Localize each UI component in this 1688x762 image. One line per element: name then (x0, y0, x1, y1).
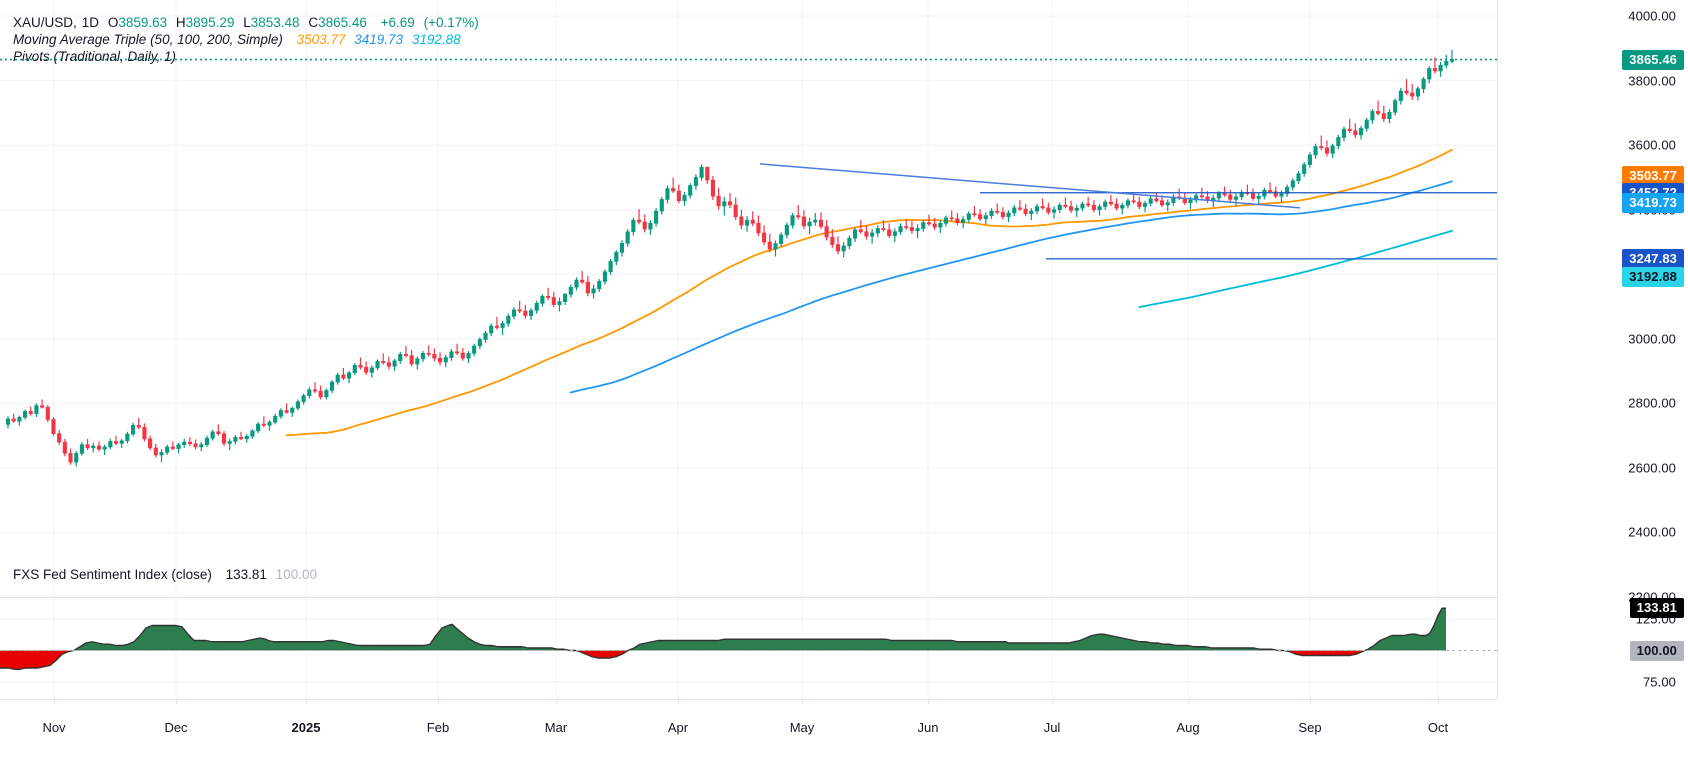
sma-100 (569, 180, 1453, 394)
indicator-baseline-value: 100.00 (275, 567, 317, 582)
time-axis-label: Jun (917, 720, 939, 735)
indicator-value: 133.81 (225, 567, 267, 582)
time-axis[interactable]: Nov Dec 2025 Feb Mar Apr May Jun Jul Aug Sep Oct (0, 699, 1497, 762)
legend-change-percent: (+0.17%) (423, 15, 479, 30)
price-tick-label: 3000.00 (1628, 331, 1676, 347)
time-tick-mark (438, 699, 439, 704)
legend-symbol: XAU/USD (13, 15, 74, 30)
time-tick-mark (176, 699, 177, 704)
indicator-legend[interactable]: FXS Fed Sentiment Index (close) 133.81 1… (13, 566, 317, 583)
sentiment-area-series (0, 608, 1446, 670)
sentiment-area (628, 634, 1284, 651)
price-grid (0, 0, 1497, 598)
time-tick-mark (1052, 699, 1053, 704)
ma50-badge[interactable]: 3503.77 (1622, 166, 1684, 187)
time-tick-mark (306, 699, 307, 704)
sentiment-line (0, 607, 1446, 670)
legend-symbol-row[interactable]: XAU/USD, 1D O3859.63 H3895.29 L3853.48 C3… (13, 15, 479, 30)
pane-separator[interactable] (0, 597, 1497, 598)
price-tick-label: 2800.00 (1628, 395, 1676, 411)
legend-ma100-value: 3419.73 (354, 32, 404, 47)
legend-pivots-title: Pivots (Traditional, Daily, 1) (13, 49, 177, 64)
legend-open-label: O (107, 15, 119, 30)
time-tick-mark (928, 699, 929, 704)
legend-open-value: 3859.63 (118, 15, 168, 30)
time-axis-label: Mar (544, 720, 568, 735)
sma-200 (1138, 229, 1453, 308)
ma100-badge[interactable]: 3419.73 (1622, 193, 1684, 214)
sentiment-area (1365, 608, 1446, 651)
legend-ma200-value: 3192.88 (411, 32, 461, 47)
price-tick-label: 2600.00 (1628, 460, 1676, 476)
legend-low-label: L (243, 15, 251, 30)
price-tick-label: 2400.00 (1628, 524, 1676, 540)
legend-change: +6.69 (380, 15, 415, 30)
price-axis[interactable]: 4000.003800.003600.003400.003200.003000.… (1497, 0, 1688, 699)
time-axis-label: May (789, 720, 815, 735)
pivot-s-badge[interactable]: 3247.83 (1622, 248, 1684, 269)
candlestick-series (5, 49, 1455, 467)
time-axis-label: Feb (426, 720, 450, 735)
time-axis-label: Jul (1043, 720, 1061, 735)
time-tick-mark (1188, 699, 1189, 704)
sentiment-area (0, 650, 74, 670)
indicator-legend-row[interactable]: FXS Fed Sentiment Index (close) 133.81 1… (13, 566, 317, 583)
indicator-canvas (0, 598, 1497, 698)
time-axis-label: Apr (667, 720, 689, 735)
price-tick-label: 3800.00 (1628, 73, 1676, 89)
trend-line (759, 163, 1301, 209)
legend-low-value: 3853.48 (250, 15, 300, 30)
sentiment-area (74, 624, 576, 651)
time-axis-label: 2025 (291, 720, 321, 735)
legend-pivots-row[interactable]: Pivots (Traditional, Daily, 1) (13, 48, 479, 65)
price-chart-pane[interactable] (0, 0, 1497, 598)
sentiment-area (576, 650, 628, 658)
time-tick-mark (54, 699, 55, 704)
last-price-badge[interactable]: 3865.46 (1622, 49, 1684, 70)
legend-ma50-value: 3503.77 (296, 32, 346, 47)
axis-divider (1497, 0, 1498, 762)
time-axis-label: Nov (42, 720, 66, 735)
time-tick-mark (1438, 699, 1439, 704)
time-axis-label: Dec (164, 720, 188, 735)
legend-close-value: 3865.46 (318, 15, 367, 30)
ma200-badge[interactable]: 3192.88 (1622, 266, 1684, 287)
time-tick-mark (556, 699, 557, 704)
chart-annotations (0, 58, 1497, 260)
indicator-value-badge[interactable]: 133.81 (1629, 598, 1684, 619)
legend-ma-row[interactable]: Moving Average Triple (50, 100, 200, Sim… (13, 31, 479, 48)
time-axis-label: Oct (1427, 720, 1449, 735)
legend-high-label: H (175, 15, 186, 30)
time-axis-line (0, 699, 1497, 700)
indicator-tick-label: 75.00 (1642, 674, 1676, 690)
time-tick-mark (802, 699, 803, 704)
sentiment-area (1284, 650, 1365, 656)
indicator-pane[interactable] (0, 598, 1497, 698)
price-chart-canvas (0, 0, 1497, 598)
indicator-baseline-badge[interactable]: 100.00 (1629, 640, 1684, 661)
time-axis-label: Aug (1176, 720, 1200, 735)
price-tick-label: 3600.00 (1628, 137, 1676, 153)
legend-ma-title: Moving Average Triple (50, 100, 200, Sim… (13, 32, 283, 47)
legend-interval: 1D (81, 15, 100, 30)
price-tick-label: 4000.00 (1628, 8, 1676, 24)
legend-close-label: C (308, 15, 319, 30)
indicator-title: FXS Fed Sentiment Index (close) (13, 567, 212, 582)
chart-legend: XAU/USD, 1D O3859.63 H3895.29 L3853.48 C3… (13, 14, 479, 65)
time-tick-mark (1310, 699, 1311, 704)
time-axis-label: Sep (1298, 720, 1322, 735)
legend-high-value: 3895.29 (185, 15, 235, 30)
axis-corner (1497, 699, 1688, 762)
time-tick-mark (678, 699, 679, 704)
